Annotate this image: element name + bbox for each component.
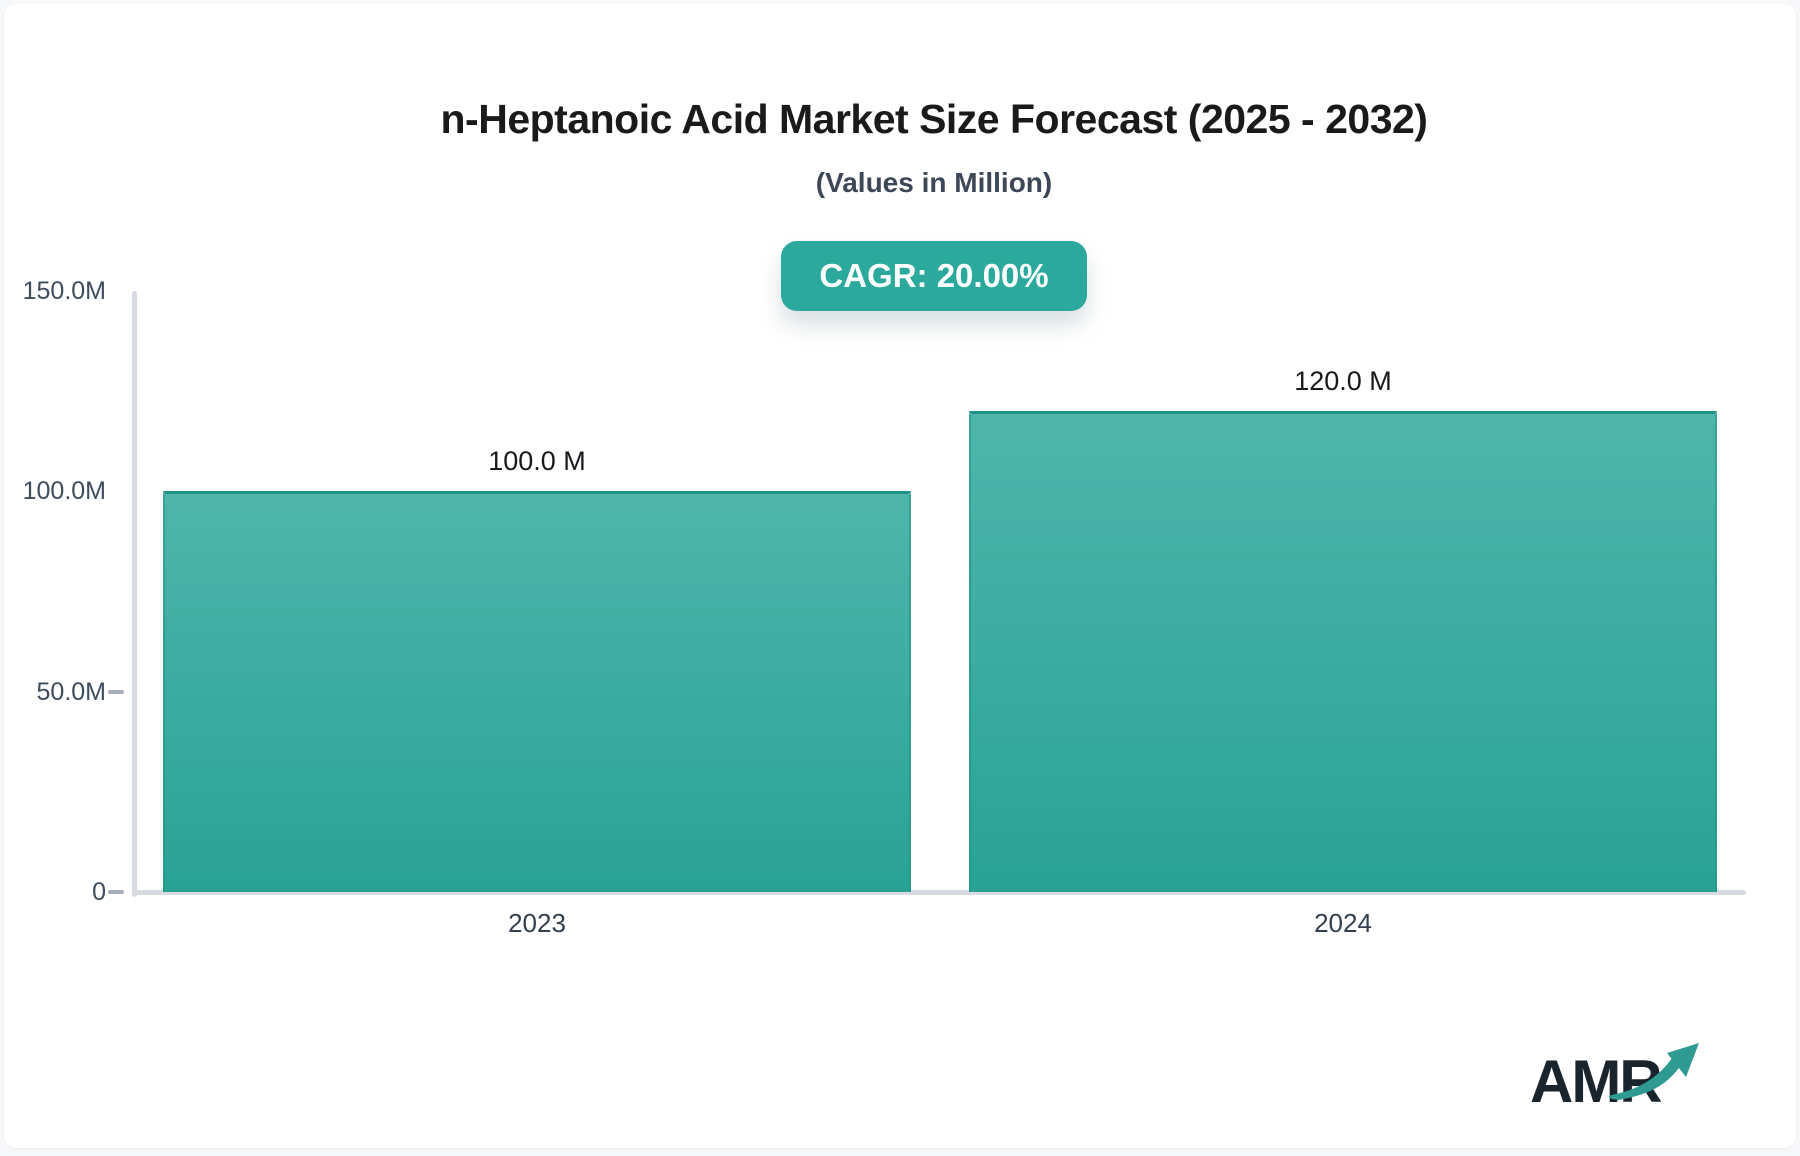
chart-subtitle: (Values in Million)	[815, 167, 1053, 198]
y-axis-label: 0	[92, 878, 106, 906]
amr-logo-text: AMR	[1530, 1048, 1662, 1115]
y-axis-label: 50.0M	[36, 677, 106, 706]
bar-value-label: 100.0 M	[488, 446, 586, 476]
cagr-badge: CAGR: 20.00%	[781, 241, 1087, 311]
amr-logo-arrowhead-icon	[1667, 1043, 1699, 1077]
amr-logo-graphic: AMR	[1530, 1043, 1699, 1115]
y-axis-label: 150.0M	[22, 277, 106, 305]
x-axis-label-2023: 2023	[508, 908, 566, 938]
y-axis-label: 100.0M	[22, 477, 106, 506]
amr-logo-arrow-swoosh	[1608, 1058, 1681, 1100]
bar-2024[interactable]	[969, 411, 1717, 892]
chart-header: n-Heptanoic Acid Market Size Forecast (2…	[130, 4, 1738, 311]
chart-title: n-Heptanoic Acid Market Size Forecast (2…	[440, 96, 1428, 142]
x-axis-line	[132, 890, 1746, 895]
bar-2023[interactable]	[163, 491, 911, 892]
y-axis-tick	[108, 890, 124, 894]
y-axis-line	[132, 291, 137, 897]
bar-value-label: 120.0 M	[1294, 366, 1392, 396]
amr-logo: AMR	[1522, 1034, 1722, 1124]
y-axis-tick	[108, 689, 124, 694]
chart-card: n-Heptanoic Acid Market Size Forecast (2…	[4, 4, 1796, 1148]
plot-area: 150.0M 100.0M 50.0M 0 100.0 M 2023 120.0 M 2024	[4, 4, 1796, 1148]
x-axis-label-2024: 2024	[1314, 908, 1372, 938]
